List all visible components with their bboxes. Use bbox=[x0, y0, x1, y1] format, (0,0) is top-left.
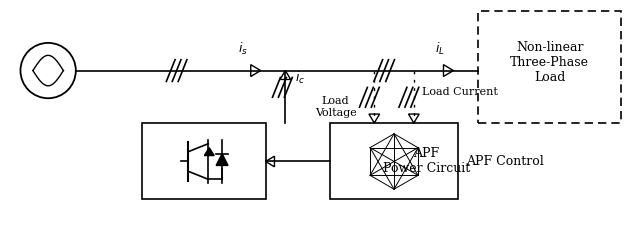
Text: Load Current: Load Current bbox=[422, 87, 497, 97]
Polygon shape bbox=[204, 148, 214, 156]
Text: $i_c$: $i_c$ bbox=[295, 69, 305, 85]
Polygon shape bbox=[266, 156, 274, 167]
Text: Non-linear
Three-Phase
Load: Non-linear Three-Phase Load bbox=[510, 41, 589, 84]
Polygon shape bbox=[369, 114, 379, 123]
Text: $i_s$: $i_s$ bbox=[238, 41, 248, 57]
Polygon shape bbox=[251, 65, 261, 76]
Text: APF Control: APF Control bbox=[466, 154, 544, 168]
Bar bbox=[478, 11, 621, 123]
Polygon shape bbox=[280, 71, 291, 79]
Text: APF
Power Circuit: APF Power Circuit bbox=[383, 147, 470, 175]
Text: Load
Voltage: Load Voltage bbox=[315, 96, 357, 118]
Bar bbox=[142, 123, 266, 199]
Polygon shape bbox=[443, 65, 453, 76]
Bar bbox=[330, 123, 458, 199]
Polygon shape bbox=[216, 154, 228, 165]
Text: $i_L$: $i_L$ bbox=[435, 41, 445, 57]
Polygon shape bbox=[408, 114, 419, 123]
